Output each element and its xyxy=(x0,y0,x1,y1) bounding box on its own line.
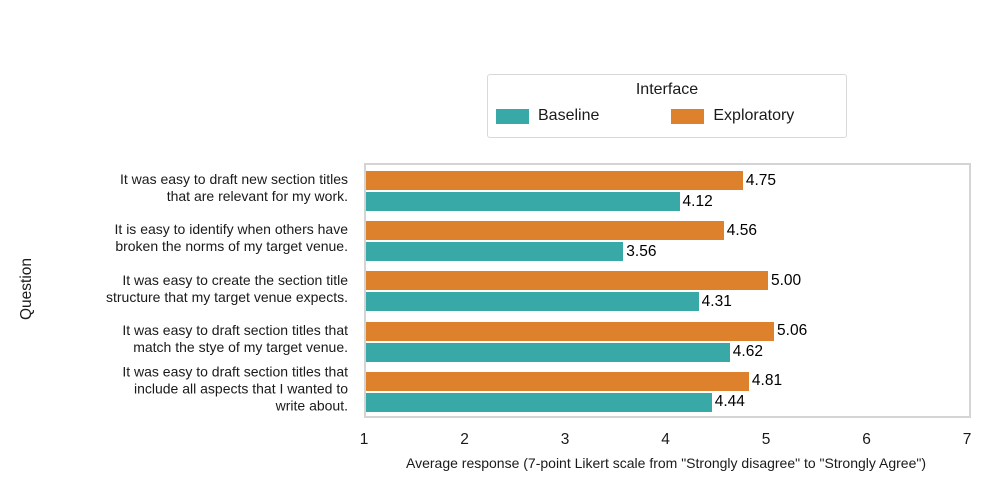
y-tick-label-q5: It was easy to draft section titles that… xyxy=(122,363,348,414)
y-tick-label-q4: It was easy to draft section titles that… xyxy=(122,321,348,355)
bar-exploratory-q4 xyxy=(366,321,775,341)
bar-baseline-q2 xyxy=(366,242,624,262)
bar-value-label: 5.00 xyxy=(771,271,802,289)
legend-swatch-icon xyxy=(671,108,705,124)
legend-label: Baseline xyxy=(538,107,600,124)
legend-label: Exploratory xyxy=(713,107,795,124)
x-tick-label-7: 7 xyxy=(962,431,972,448)
bar-exploratory-q1 xyxy=(366,171,743,190)
bar-exploratory-q3 xyxy=(366,271,768,291)
y-tick-label-q2: It is easy to identify when others have … xyxy=(114,221,348,255)
bar-exploratory-q2 xyxy=(366,221,724,241)
x-tick-label-6: 6 xyxy=(862,431,871,448)
legend-items: Baseline Exploratory xyxy=(496,107,846,125)
bar-value-label: 4.62 xyxy=(732,343,763,361)
bar-value-label: 4.12 xyxy=(682,192,713,210)
y-tick-label-q3: It was easy to create the section title … xyxy=(105,271,348,305)
bar-value-label: 4.81 xyxy=(751,372,783,390)
plot-area: 4.75 4.12 4.56 3.56 5.00 4.31 5.06 4.62 4.81 4.44 xyxy=(364,163,971,418)
x-tick-label-2: 2 xyxy=(460,431,469,448)
legend-swatch-icon xyxy=(496,108,529,124)
bar-value-label: 4.56 xyxy=(726,221,757,239)
bar-value-label: 4.44 xyxy=(714,393,745,411)
bar-baseline-q5 xyxy=(366,392,712,412)
bar-value-label: 3.56 xyxy=(626,242,657,260)
bar-exploratory-q5 xyxy=(366,371,749,391)
bar-value-label: 4.75 xyxy=(745,171,777,189)
legend-item-baseline: Baseline xyxy=(496,107,599,125)
bar-value-label: 5.06 xyxy=(777,322,808,340)
y-tick-label-q1: It was easy to draft new section titles … xyxy=(120,171,348,205)
legend: Interface Baseline Exploratory xyxy=(487,74,847,138)
legend-title: Interface xyxy=(635,81,699,98)
x-tick-label-1: 1 xyxy=(359,431,369,448)
x-tick-label-4: 4 xyxy=(661,431,670,448)
x-tick-label-5: 5 xyxy=(761,431,771,448)
x-axis-title: Average response (7-point Likert scale f… xyxy=(406,455,926,471)
x-tick-label-3: 3 xyxy=(560,431,570,448)
bar-baseline-q3 xyxy=(366,292,699,312)
bar-baseline-q1 xyxy=(366,192,680,211)
legend-item-exploratory: Exploratory xyxy=(671,107,794,125)
bar-value-label: 4.31 xyxy=(701,292,732,310)
bar-baseline-q4 xyxy=(366,342,730,362)
